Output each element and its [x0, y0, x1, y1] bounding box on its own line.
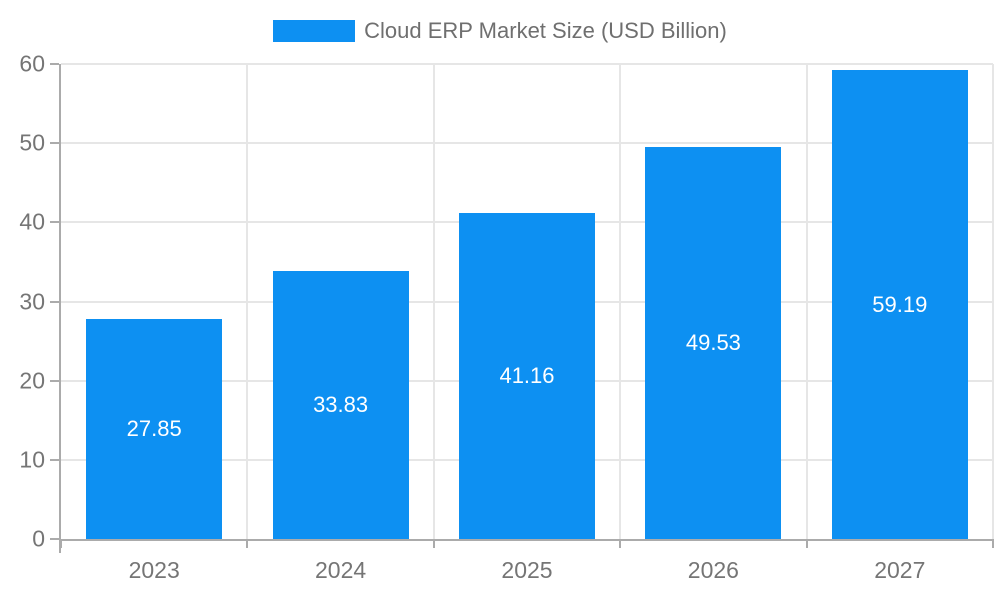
- gridline-h: [61, 142, 993, 145]
- x-tick-label: 2025: [501, 557, 553, 583]
- y-tick-label: 50: [19, 129, 45, 156]
- bar-value-label: 49.53: [685, 329, 741, 355]
- bar-2024: 33.83: [272, 271, 409, 539]
- bar-2025: 41.16: [458, 213, 596, 539]
- x-tick-mark: [432, 539, 435, 548]
- bar-2026: 49.53: [645, 146, 782, 539]
- bar-2027: 59.19: [831, 70, 968, 539]
- y-tick-mark: [50, 142, 59, 145]
- bar-value-label: 27.85: [126, 415, 182, 441]
- y-tick-label: 30: [19, 288, 45, 314]
- y-tick-label: 20: [19, 367, 45, 394]
- y-tick-mark: [50, 300, 59, 303]
- x-tick-label: 2024: [315, 557, 367, 583]
- gridline-v: [432, 64, 435, 539]
- x-axis-line: [59, 539, 993, 541]
- y-tick-label: 10: [19, 446, 45, 473]
- plot-area: 0 10 20 30 40 50 60 27.85 2023 33.83 2024 41.16 2025…: [19, 51, 994, 583]
- y-tick-label: 0: [32, 525, 45, 552]
- y-tick-mark: [50, 379, 59, 382]
- legend-swatch: [273, 20, 356, 42]
- x-tick-mark: [60, 539, 62, 548]
- x-tick-label: 2026: [687, 557, 739, 583]
- x-tick-mark: [619, 539, 622, 548]
- gridline-h: [61, 63, 993, 65]
- legend-label: Cloud ERP Market Size (USD Billion): [364, 18, 727, 43]
- y-tick-mark: [50, 538, 59, 540]
- gridline-v: [805, 64, 808, 539]
- gridline-v: [246, 64, 249, 539]
- x-tick-mark: [246, 539, 249, 548]
- y-tick-label: 60: [19, 50, 45, 77]
- bar-2023: 27.85: [86, 318, 223, 539]
- y-tick-mark: [50, 221, 59, 224]
- bar-value-label: 41.16: [499, 363, 555, 389]
- gridline-v: [992, 64, 994, 539]
- y-tick-mark: [50, 63, 59, 65]
- gridline-v: [619, 64, 622, 539]
- bar-value-label: 33.83: [313, 392, 369, 418]
- y-tick-label: 40: [19, 208, 45, 235]
- y-axis-line: [59, 64, 61, 553]
- x-tick-mark: [805, 539, 808, 548]
- chart-legend: Cloud ERP Market Size (USD Billion): [0, 18, 1000, 44]
- x-tick-mark: [992, 539, 994, 548]
- x-tick-label: 2023: [128, 557, 180, 583]
- bar-value-label: 59.19: [872, 291, 928, 317]
- x-tick-label: 2027: [874, 557, 926, 583]
- y-tick-mark: [50, 458, 59, 461]
